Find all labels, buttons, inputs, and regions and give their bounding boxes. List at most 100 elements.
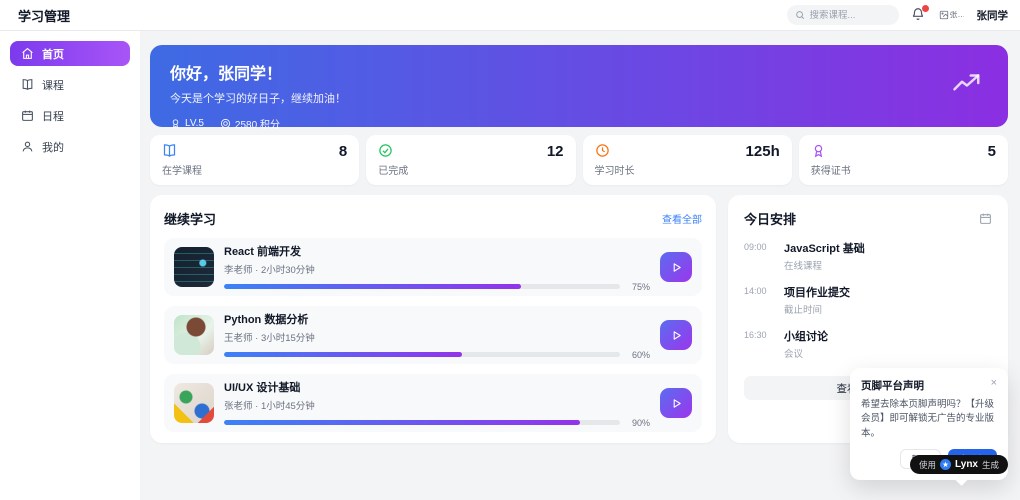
award-icon	[811, 143, 826, 158]
clock-icon	[595, 143, 610, 158]
trending-up-icon	[952, 71, 982, 95]
stat-value: 8	[338, 143, 348, 160]
generator-badge[interactable]: 使用 Lynx 生成	[910, 455, 1008, 474]
play-icon	[673, 262, 681, 272]
schedule-type: 截止时间	[784, 305, 823, 316]
top-header: 学习管理 张同学 张同学	[0, 0, 1020, 31]
play-icon	[673, 330, 681, 340]
progress-label: 75%	[631, 281, 650, 292]
course-meta: 王老师 · 3小时15分钟	[224, 332, 315, 344]
course-meta: 李老师 · 2小时30分钟	[224, 264, 315, 276]
sidebar-item-label: 首页	[42, 48, 64, 61]
schedule-time: 14:00	[744, 286, 767, 296]
course-thumbnail	[174, 247, 214, 287]
coin-icon	[220, 118, 231, 129]
schedule-title: JavaScript 基础	[784, 243, 865, 255]
progress-bar	[224, 420, 620, 425]
course-item-python[interactable]: Python 数据分析 王老师 · 3小时15分钟 60%	[164, 306, 702, 364]
search-box[interactable]	[786, 5, 899, 25]
lynx-logo-icon	[940, 459, 952, 470]
avatar[interactable]: 张同学	[939, 4, 965, 26]
schedule-title: 小组讨论	[784, 331, 828, 343]
today-schedule-panel: 今日安排 09:00 JavaScript 基础 在线课程 14:00 项目作	[728, 195, 1008, 443]
user-icon	[21, 140, 34, 153]
check-circle-icon	[378, 143, 393, 158]
app-title: 学习管理	[18, 8, 71, 24]
sidebar-item-profile[interactable]: 我的	[10, 134, 130, 159]
stat-card-certificates: 5 获得证书	[798, 135, 1008, 185]
course-item-uiux[interactable]: UI/UX 设计基础 张老师 · 1小时45分钟 90%	[164, 374, 702, 432]
popup-title: 页脚平台声明	[861, 380, 924, 392]
home-icon	[21, 47, 34, 60]
schedule-type: 在线课程	[784, 261, 823, 272]
sidebar-item-label: 课程	[42, 79, 64, 92]
play-button[interactable]	[660, 388, 692, 418]
course-title: UI/UX 设计基础	[224, 381, 301, 394]
search-icon	[795, 10, 805, 20]
badge-prefix: 使用	[919, 459, 937, 470]
stat-label: 获得证书	[810, 166, 851, 177]
stat-label: 在学课程	[162, 166, 202, 177]
schedule-title: 项目作业提交	[784, 287, 850, 299]
play-button[interactable]	[660, 252, 692, 282]
user-name[interactable]: 张同学	[976, 9, 1009, 22]
progress-bar	[224, 284, 620, 289]
notification-dot	[921, 5, 929, 12]
stat-value: 12	[546, 143, 564, 160]
calendar-icon	[21, 109, 34, 122]
sidebar: 首页 课程 日程 我的	[0, 31, 140, 500]
schedule-item[interactable]: 09:00 JavaScript 基础 在线课程	[744, 240, 992, 272]
sidebar-item-schedule[interactable]: 日程	[10, 103, 130, 128]
course-title: React 前端开发	[224, 245, 302, 258]
today-title: 今日安排	[744, 212, 797, 227]
play-icon	[673, 398, 681, 408]
course-item-react[interactable]: React 前端开发 李老师 · 2小时30分钟 75%	[164, 238, 702, 296]
sidebar-item-home[interactable]: 首页	[10, 41, 130, 66]
popup-body: 希望去除本页脚声明吗？【升级会员】即可解锁无广告的专业版本。	[861, 399, 995, 439]
sidebar-item-label: 日程	[42, 110, 64, 123]
stat-card-completed: 12 已完成	[366, 135, 576, 185]
book-icon	[21, 78, 34, 91]
course-thumbnail	[174, 383, 214, 423]
view-all-link[interactable]: 查看全部	[662, 215, 702, 226]
schedule-type: 会议	[784, 349, 804, 360]
book-open-icon	[162, 143, 177, 158]
bell-icon	[912, 8, 923, 20]
level-badge: LV.5	[170, 118, 204, 129]
continue-learning-panel: 继续学习 查看全部 React 前端开发 李老师 · 2小时30分钟 75%	[150, 195, 716, 443]
stat-value: 5	[987, 143, 996, 160]
stat-value: 125h	[745, 143, 780, 160]
search-input[interactable]	[809, 9, 891, 21]
stats-row: 8 在学课程 12 已完成 125h	[150, 135, 1008, 185]
schedule-time: 16:30	[744, 330, 767, 340]
continue-learning-title: 继续学习	[164, 212, 217, 227]
schedule-time: 09:00	[744, 242, 767, 252]
stat-card-active-courses: 8 在学课程	[150, 135, 360, 185]
schedule-item[interactable]: 16:30 小组讨论 会议	[744, 328, 992, 360]
course-thumbnail	[174, 315, 214, 355]
progress-label: 60%	[631, 349, 650, 360]
badge-suffix: 生成	[981, 459, 999, 470]
course-meta: 张老师 · 1小时45分钟	[224, 400, 315, 412]
broken-image-icon	[939, 10, 948, 20]
close-icon[interactable]: ×	[990, 377, 997, 389]
schedule-item[interactable]: 14:00 项目作业提交 截止时间	[744, 284, 992, 316]
badge-brand: Lynx	[955, 459, 978, 470]
stat-card-study-time: 125h 学习时长	[582, 135, 792, 185]
progress-label: 90%	[631, 417, 650, 428]
medal-icon	[172, 119, 179, 129]
points-badge: 2580 积分	[220, 116, 280, 131]
sidebar-item-courses[interactable]: 课程	[10, 72, 130, 97]
stat-label: 学习时长	[594, 166, 635, 177]
play-button[interactable]	[660, 320, 692, 350]
hero-greeting: 你好，张同学！	[170, 66, 283, 83]
progress-bar	[224, 352, 620, 357]
sidebar-item-label: 我的	[42, 141, 64, 154]
avatar-alt-text: 张同学	[949, 11, 964, 19]
course-title: Python 数据分析	[224, 313, 309, 326]
stat-label: 已完成	[378, 166, 409, 177]
notification-bell-button[interactable]	[911, 5, 929, 23]
calendar-icon	[979, 212, 992, 225]
hero-banner: 你好，张同学！ 今天是个学习的好日子，继续加油！ LV.5 2580 积分	[150, 45, 1008, 131]
hero-subtitle: 今天是个学习的好日子，继续加油！	[170, 93, 346, 105]
